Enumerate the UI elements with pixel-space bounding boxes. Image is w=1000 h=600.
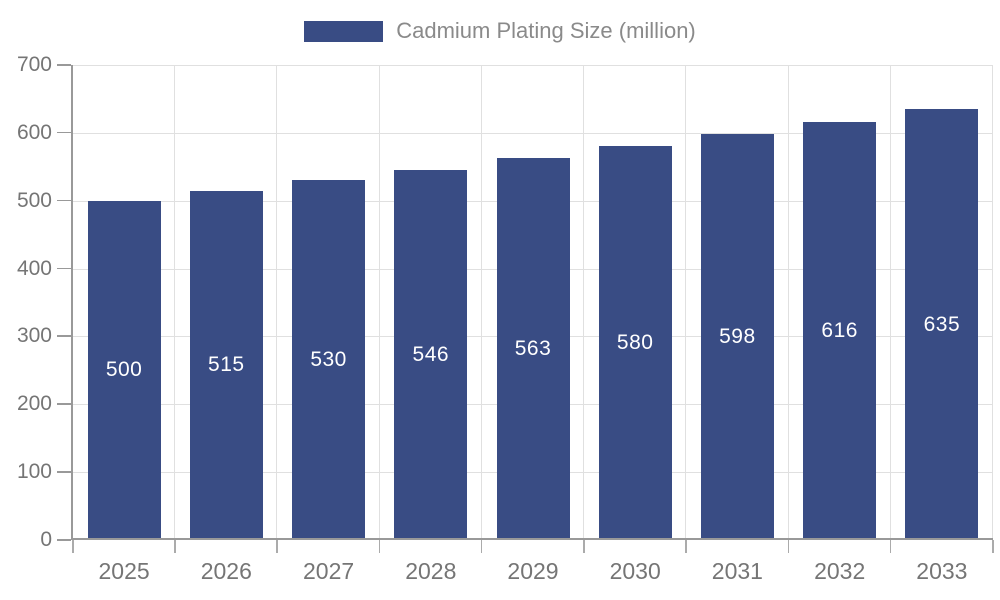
x-axis-tick: [174, 540, 176, 553]
plot-area: 500 515 530 546 563 580 598 616 635: [73, 65, 993, 540]
x-axis-tick-label: 2029: [507, 558, 559, 584]
y-axis-tick-label: 300: [16, 324, 52, 348]
bar-value-label: 500: [105, 358, 143, 382]
bar-value-label: 598: [719, 325, 756, 349]
v-gridline: [583, 65, 585, 540]
x-axis-tick-label: 2026: [200, 558, 252, 584]
bar-2028[interactable]: [394, 169, 468, 540]
y-axis-tick-label: 200: [16, 392, 52, 416]
x-axis-tick-label: 2028: [405, 558, 457, 584]
y-axis-tick: [57, 539, 71, 541]
x-axis-line: [71, 538, 993, 540]
x-axis-tick: [583, 540, 585, 553]
x-axis-tick: [72, 540, 74, 553]
x-axis-tick-label: 2030: [609, 558, 661, 584]
bar-2026[interactable]: [189, 190, 263, 540]
x-axis-tick: [992, 540, 994, 553]
x-axis-tick-label: 2025: [98, 558, 150, 584]
v-gridline: [174, 65, 176, 540]
bar-2029[interactable]: [496, 158, 570, 540]
y-axis-tick: [57, 471, 71, 473]
bar-value-label: 530: [310, 348, 347, 372]
bar-value-label: 546: [412, 342, 450, 366]
h-gridline: [73, 65, 993, 66]
bar-2031[interactable]: [700, 134, 774, 540]
y-axis-tick: [57, 403, 71, 405]
h-gridline: [73, 132, 993, 134]
bar-value-label: 616: [821, 319, 858, 342]
y-axis-tick-label: 0: [40, 528, 52, 551]
y-axis-tick: [57, 131, 71, 134]
bar-value-label: 580: [616, 331, 654, 355]
v-gridline: [787, 65, 789, 540]
x-axis-tick-label: 2031: [711, 558, 763, 584]
x-axis-tick: [889, 540, 892, 553]
y-axis-tick-label: 700: [16, 53, 52, 76]
x-axis-tick: [787, 540, 790, 553]
y-axis-tick: [57, 267, 71, 270]
v-gridline: [378, 65, 380, 540]
x-axis-tick: [685, 540, 687, 553]
x-axis-tick: [378, 540, 381, 553]
v-gridline: [480, 65, 482, 540]
y-axis-tick-label: 100: [16, 460, 52, 484]
bar-2025[interactable]: [87, 200, 161, 540]
bar-2032[interactable]: [803, 122, 877, 540]
x-axis-tick: [276, 540, 278, 553]
y-axis-tick: [57, 64, 71, 66]
legend-swatch: [304, 20, 384, 42]
bar-value-label: 635: [923, 312, 961, 336]
v-gridline: [889, 65, 891, 540]
bar-value-label: 515: [208, 353, 245, 377]
v-gridline: [276, 65, 278, 540]
y-axis-tick: [57, 335, 71, 337]
bar-value-label: 563: [514, 337, 552, 360]
y-axis-tick-label: 400: [16, 256, 52, 280]
v-gridline: [992, 65, 993, 540]
bar-2027[interactable]: [292, 180, 366, 540]
y-axis-tick-label: 600: [16, 120, 52, 144]
x-axis-tick-label: 2033: [916, 558, 968, 584]
y-axis-tick-label: 500: [16, 188, 52, 212]
x-axis-tick: [480, 540, 483, 553]
legend-label: Cadmium Plating Size (million): [396, 18, 696, 43]
legend-item[interactable]: Cadmium Plating Size (million): [0, 18, 1000, 44]
x-axis-tick-label: 2027: [303, 558, 355, 584]
v-gridline: [685, 65, 687, 540]
y-axis-tick: [57, 199, 71, 202]
y-axis-line: [71, 65, 73, 540]
x-axis-tick-label: 2032: [814, 558, 866, 584]
bar-2030[interactable]: [598, 146, 672, 540]
bar-2033[interactable]: [905, 109, 979, 540]
